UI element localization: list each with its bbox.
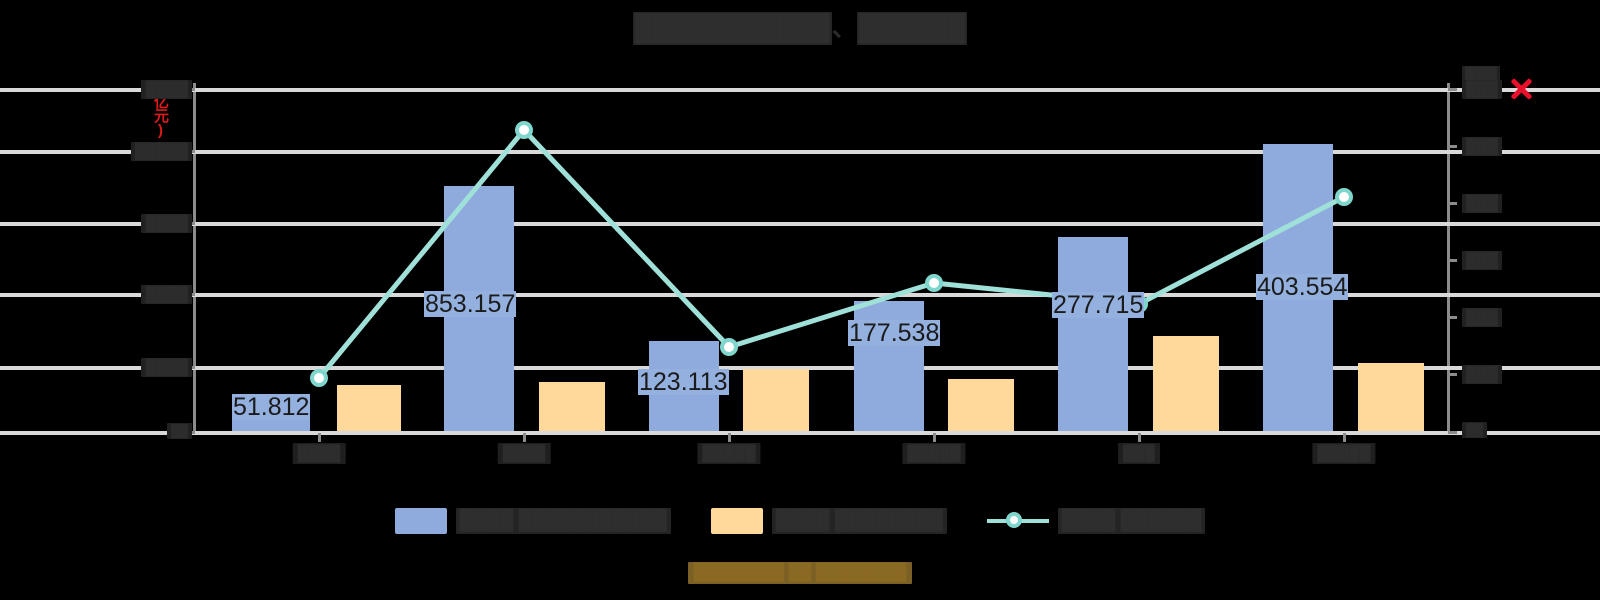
right-tick-label: ███	[1462, 137, 1502, 156]
legend-item-bar-tan[interactable]: ████ ████████	[710, 508, 947, 534]
x-tick-label-6: █████	[1312, 443, 1376, 464]
bar-tan-2[interactable]	[539, 382, 605, 431]
bar-tan-5[interactable]	[1153, 336, 1219, 431]
legend-line-marker-icon	[986, 508, 1049, 534]
legend-label-3: ████ ██████	[1057, 508, 1206, 534]
bar-tan-1[interactable]	[337, 385, 401, 431]
legend-label-2: ████ ████████	[771, 508, 947, 534]
left-tick-label: ████	[141, 285, 192, 304]
chart-title-part-2: ██████	[856, 12, 968, 45]
bar-blue-5[interactable]	[1058, 237, 1128, 431]
left-tick-label: ████	[141, 358, 192, 377]
left-tick-label: ████	[141, 80, 192, 99]
chart-title: ███████████、██████	[0, 8, 1600, 45]
gridline	[0, 88, 1600, 92]
left-tick-label: █████	[130, 142, 192, 161]
data-label-1: 51.812	[232, 393, 311, 421]
bar-tan-4[interactable]	[948, 379, 1014, 431]
x-tick-label-2: ████	[497, 443, 551, 464]
legend-item-bar-blue[interactable]: ████ ███████████	[394, 508, 671, 534]
chart-title-part-1: ███████████	[632, 12, 832, 45]
right-tick-label: ███	[1462, 80, 1502, 99]
gridline	[0, 293, 1600, 297]
legend-swatch-blue-icon	[394, 508, 447, 534]
data-label-2: 853.157	[424, 290, 517, 318]
right-axis-tick	[1448, 431, 1457, 434]
legend-label-1: ████ ███████████	[455, 508, 671, 534]
legend-item-line[interactable]: ████ ██████	[986, 508, 1206, 534]
right-axis-tick	[1448, 145, 1457, 148]
x-axis-tick	[933, 433, 936, 442]
left-tick-label: ████	[141, 214, 192, 233]
left-tick-label: ██	[166, 423, 192, 439]
chart-legend: ████ ███████████ ████ ████████ ████ ████…	[0, 508, 1600, 534]
right-axis-tick	[1448, 88, 1457, 91]
left-axis-line	[193, 83, 196, 435]
x-axis-tick	[1138, 433, 1141, 442]
x-axis-tick	[523, 433, 526, 442]
x-tick-label-5: ███	[1118, 443, 1160, 464]
x-axis-tick	[1343, 433, 1346, 442]
x-tick-label-1: ████	[292, 443, 346, 464]
x-axis-tick	[318, 433, 321, 442]
x-tick-label-3: █████	[697, 443, 761, 464]
right-axis-tick	[1448, 316, 1457, 319]
right-tick-label: ███	[1462, 365, 1502, 384]
right-axis-tick	[1448, 259, 1457, 262]
right-axis-tick	[1448, 202, 1457, 205]
gridline	[0, 150, 1600, 154]
footer-note: ████████ ██ ████████	[687, 562, 913, 584]
data-label-5: 277.715	[1052, 291, 1145, 319]
close-icon[interactable]	[1508, 76, 1534, 102]
bar-tan-6[interactable]	[1358, 363, 1424, 431]
gridline	[0, 431, 1600, 435]
data-label-6: 403.554	[1256, 273, 1349, 301]
right-tick-label: ███	[1462, 251, 1502, 270]
x-axis-tick	[728, 433, 731, 442]
right-tick-label: ██	[1462, 422, 1488, 438]
bar-tan-3[interactable]	[743, 369, 809, 431]
legend-swatch-tan-icon	[710, 508, 763, 534]
right-axis-tick	[1448, 373, 1457, 376]
x-tick-label-4: █████	[902, 443, 966, 464]
data-label-3: 123.113	[638, 368, 729, 396]
gridline	[0, 222, 1600, 226]
chart-footer: ████████ ██ ████████	[0, 562, 1600, 584]
right-tick-label: ███	[1462, 194, 1502, 213]
right-tick-label: ███	[1462, 308, 1502, 327]
data-label-4: 177.538	[848, 319, 941, 347]
